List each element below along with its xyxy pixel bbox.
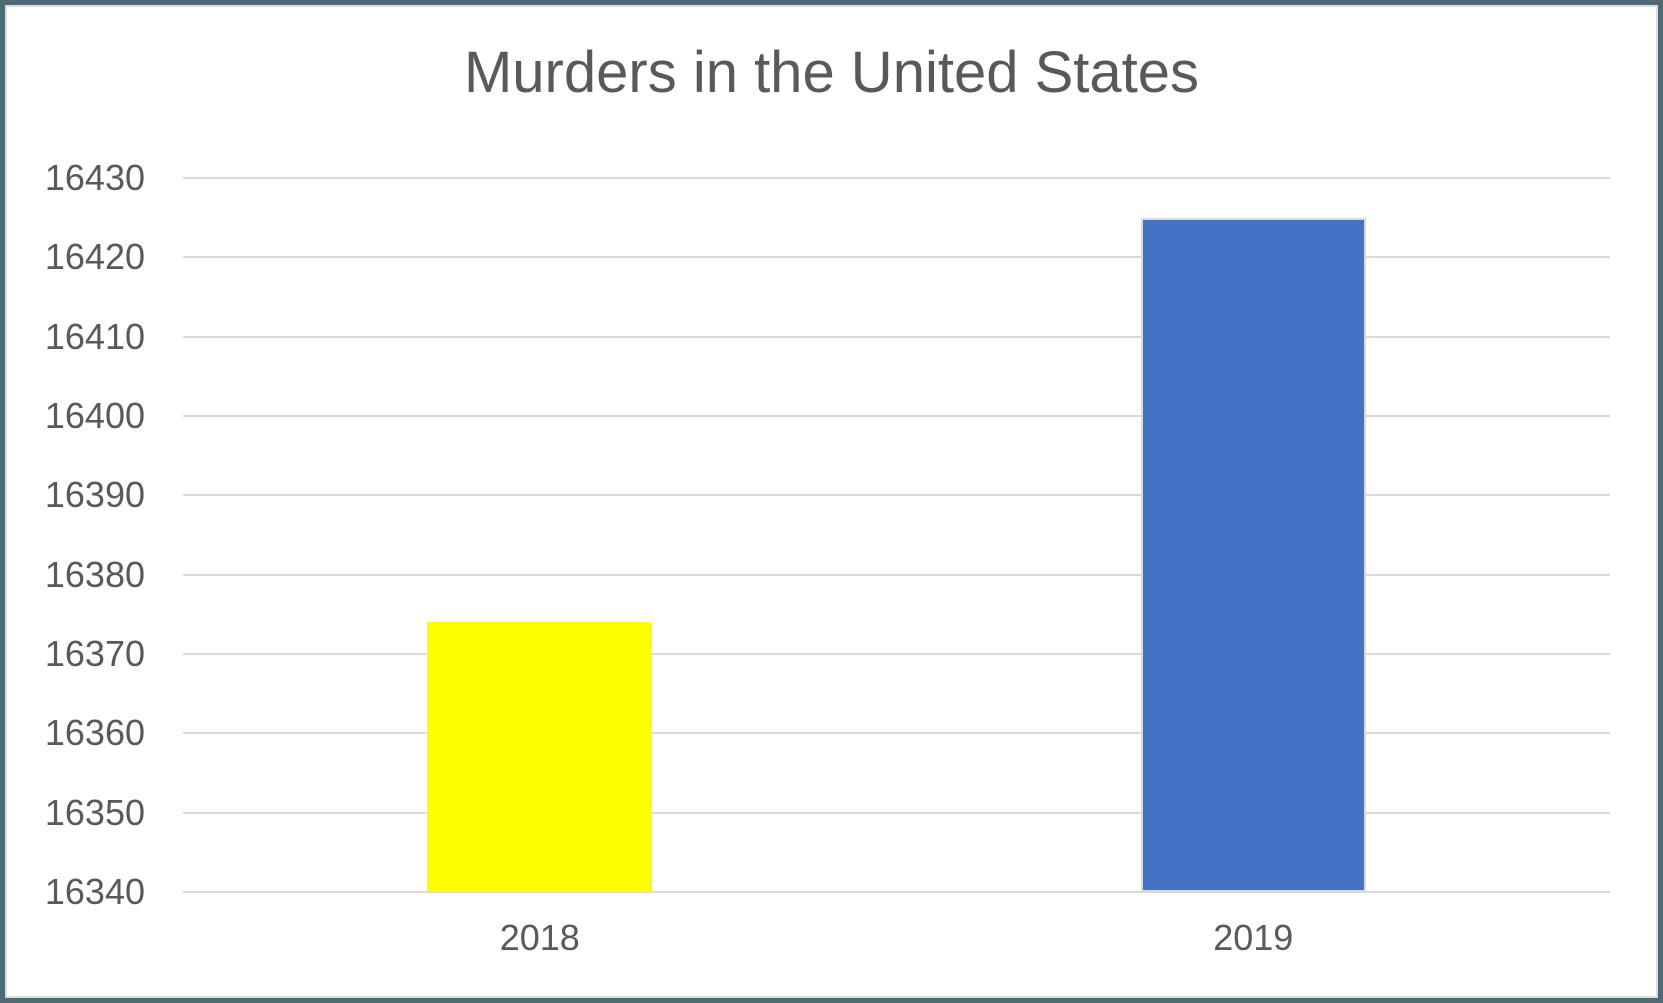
gridline-16390: [183, 494, 1610, 497]
y-tick-label-16410: 16410: [44, 315, 145, 357]
y-tick-label-16400: 16400: [44, 395, 145, 436]
gridline-16430: [183, 177, 1610, 179]
y-tick-label-16380: 16380: [44, 553, 145, 595]
gridline-16380: [183, 573, 1610, 576]
y-tick-label-16390: 16390: [44, 474, 145, 516]
gridline-16340: [183, 891, 1610, 893]
y-tick-label-16340: 16340: [44, 871, 145, 912]
x-tick-label-2018: 2018: [499, 917, 580, 958]
chart-title: Murders in the United States: [463, 40, 1200, 105]
y-tick-label-16360: 16360: [44, 712, 145, 754]
gridline-16370: [183, 653, 1610, 655]
y-tick-label-16420: 16420: [44, 236, 145, 278]
gridline-16350: [183, 811, 1610, 814]
y-tick-label-16430: 16430: [44, 157, 145, 198]
gridline-16420: [183, 256, 1610, 259]
y-tick-label-16370: 16370: [44, 633, 145, 674]
x-tick-label-2019: 2019: [1213, 917, 1294, 958]
bar-2019: [1140, 217, 1366, 892]
plot-area: [183, 177, 1610, 893]
gridline-16400: [183, 415, 1610, 417]
gridline-16410: [183, 335, 1610, 338]
gridline-16360: [183, 732, 1610, 735]
bar-2018: [427, 622, 653, 892]
y-tick-label-16350: 16350: [44, 791, 145, 833]
